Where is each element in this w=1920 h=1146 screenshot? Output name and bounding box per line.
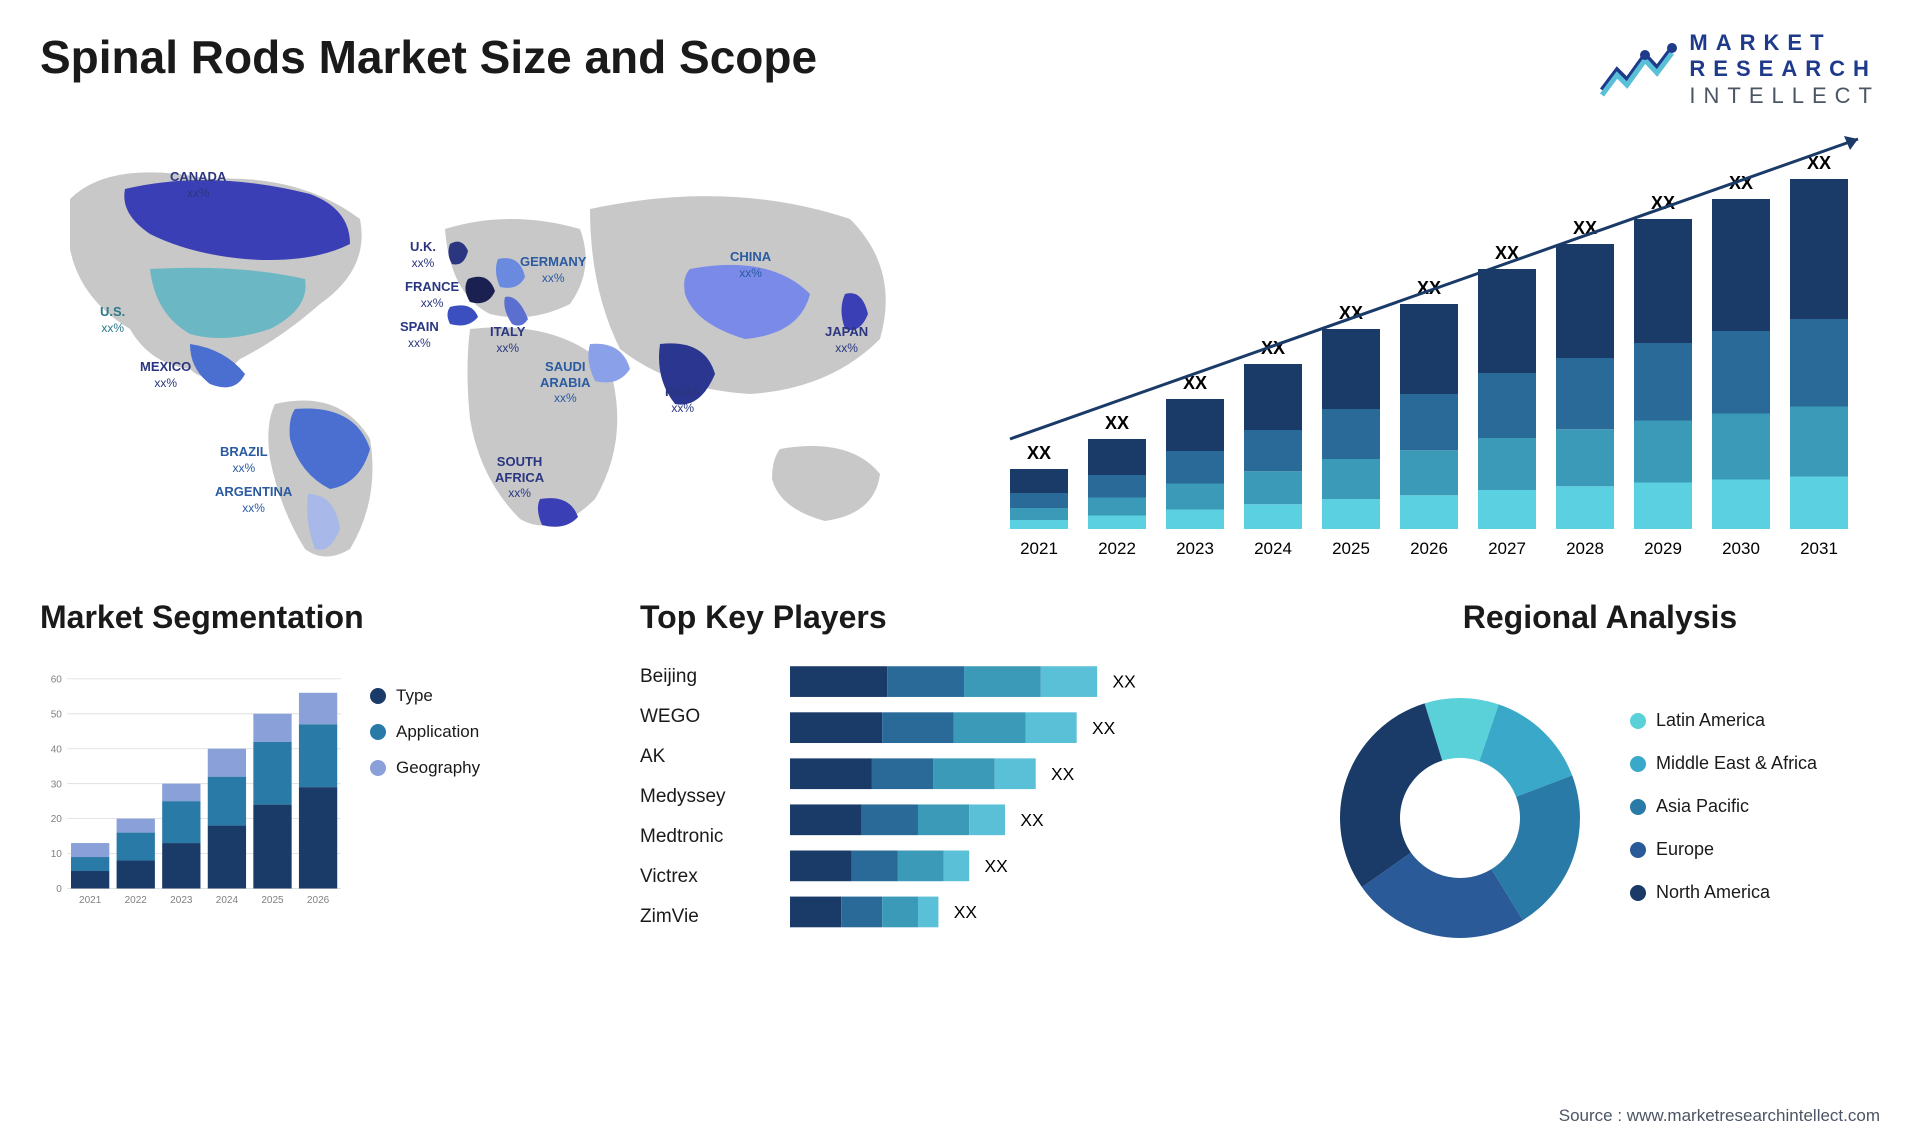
regional-section: Regional Analysis Latin America Middle Ea… — [1320, 599, 1880, 979]
svg-text:2024: 2024 — [216, 895, 239, 906]
logo-line2: RESEARCH — [1689, 56, 1880, 82]
page-title: Spinal Rods Market Size and Scope — [40, 30, 817, 84]
legend-item: North America — [1630, 882, 1880, 903]
svg-text:20: 20 — [51, 814, 63, 825]
players-section: Top Key Players Beijing WEGO AK Medyssey Med… — [640, 599, 1280, 979]
source-text: Source : www.marketresearchintellect.com — [1559, 1106, 1880, 1126]
svg-text:2026: 2026 — [307, 895, 330, 906]
svg-text:2022: 2022 — [1098, 539, 1136, 558]
svg-text:2022: 2022 — [125, 895, 148, 906]
player-name: ZimVie — [640, 906, 760, 928]
svg-text:XX: XX — [1092, 718, 1116, 738]
legend-item: Geography — [370, 758, 520, 778]
svg-text:XX: XX — [954, 902, 978, 922]
map-label: MEXICOxx% — [140, 359, 191, 390]
player-name: Beijing — [640, 666, 760, 688]
svg-text:2026: 2026 — [1410, 539, 1448, 558]
top-row: CANADAxx% U.S.xx% MEXICOxx% BRAZILxx% ARGENT… — [40, 129, 1880, 569]
svg-text:2024: 2024 — [1254, 539, 1292, 558]
logo: MARKET RESEARCH INTELLECT — [1597, 30, 1880, 109]
svg-text:2030: 2030 — [1722, 539, 1760, 558]
map-label: GERMANYxx% — [520, 254, 586, 285]
player-name: Medyssey — [640, 786, 760, 808]
svg-text:XX: XX — [1105, 413, 1129, 433]
bottom-row: Market Segmentation 0 10 20 30 40 50 60 2021 202… — [40, 599, 1880, 979]
map-label: CANADAxx% — [170, 169, 226, 200]
legend-item: Middle East & Africa — [1630, 753, 1880, 774]
svg-text:XX: XX — [1112, 672, 1136, 692]
svg-text:30: 30 — [51, 779, 63, 790]
players-chart: XX XX XX XX XX XX — [790, 656, 1220, 953]
player-name: Victrex — [640, 866, 760, 888]
logo-line1: MARKET — [1689, 30, 1880, 56]
svg-text:40: 40 — [51, 745, 63, 756]
map-label: JAPANxx% — [825, 324, 868, 355]
svg-text:50: 50 — [51, 710, 63, 721]
svg-text:0: 0 — [56, 884, 62, 895]
svg-text:2025: 2025 — [261, 895, 284, 906]
svg-text:60: 60 — [51, 675, 63, 686]
growth-chart: XX2021XX2022XX2023XX2024XX2025XX2026XX20… — [980, 129, 1880, 569]
svg-text:XX: XX — [985, 856, 1009, 876]
world-map: CANADAxx% U.S.xx% MEXICOxx% BRAZILxx% ARGENT… — [40, 129, 940, 569]
map-label: ARGENTINAxx% — [215, 484, 292, 515]
legend-item: Asia Pacific — [1630, 796, 1880, 817]
svg-text:2025: 2025 — [1332, 539, 1370, 558]
logo-icon — [1597, 40, 1677, 100]
regional-legend: Latin America Middle East & Africa Asia Pa… — [1630, 710, 1880, 925]
map-label: BRAZILxx% — [220, 444, 268, 475]
svg-text:2023: 2023 — [1176, 539, 1214, 558]
svg-text:2023: 2023 — [170, 895, 193, 906]
players-list: Beijing WEGO AK Medyssey Medtronic Victrex Zim… — [640, 656, 760, 953]
map-label: FRANCExx% — [405, 279, 459, 310]
svg-text:XX: XX — [1051, 764, 1075, 784]
logo-line3: INTELLECT — [1689, 83, 1880, 109]
donut-chart — [1320, 678, 1600, 958]
player-name: Medtronic — [640, 826, 760, 848]
svg-text:2027: 2027 — [1488, 539, 1526, 558]
svg-text:XX: XX — [1027, 443, 1051, 463]
legend-item: Latin America — [1630, 710, 1880, 731]
player-name: AK — [640, 746, 760, 768]
player-name: WEGO — [640, 706, 760, 728]
svg-text:XX: XX — [1020, 810, 1044, 830]
segmentation-legend: Type Application Geography — [370, 656, 520, 911]
legend-item: Europe — [1630, 839, 1880, 860]
players-title: Top Key Players — [640, 599, 1280, 636]
segmentation-chart: 0 10 20 30 40 50 60 2021 2022 2023 2024 2025 2026 — [40, 656, 350, 911]
map-label: SOUTHAFRICAxx% — [495, 454, 544, 501]
legend-item: Application — [370, 722, 520, 742]
segmentation-section: Market Segmentation 0 10 20 30 40 50 60 2021 202… — [40, 599, 600, 979]
map-label: SPAINxx% — [400, 319, 439, 350]
svg-text:2028: 2028 — [1566, 539, 1604, 558]
svg-text:2021: 2021 — [79, 895, 102, 906]
legend-item: Type — [370, 686, 520, 706]
map-label: INDIAxx% — [665, 384, 700, 415]
svg-text:2031: 2031 — [1800, 539, 1838, 558]
svg-text:2021: 2021 — [1020, 539, 1058, 558]
segmentation-title: Market Segmentation — [40, 599, 600, 636]
svg-text:10: 10 — [51, 849, 63, 860]
map-label: CHINAxx% — [730, 249, 771, 280]
map-label: SAUDIARABIAxx% — [540, 359, 591, 406]
map-label: U.S.xx% — [100, 304, 125, 335]
map-label: U.K.xx% — [410, 239, 436, 270]
svg-text:2029: 2029 — [1644, 539, 1682, 558]
map-label: ITALYxx% — [490, 324, 525, 355]
header: Spinal Rods Market Size and Scope MARKET… — [40, 30, 1880, 109]
regional-title: Regional Analysis — [1320, 599, 1880, 636]
